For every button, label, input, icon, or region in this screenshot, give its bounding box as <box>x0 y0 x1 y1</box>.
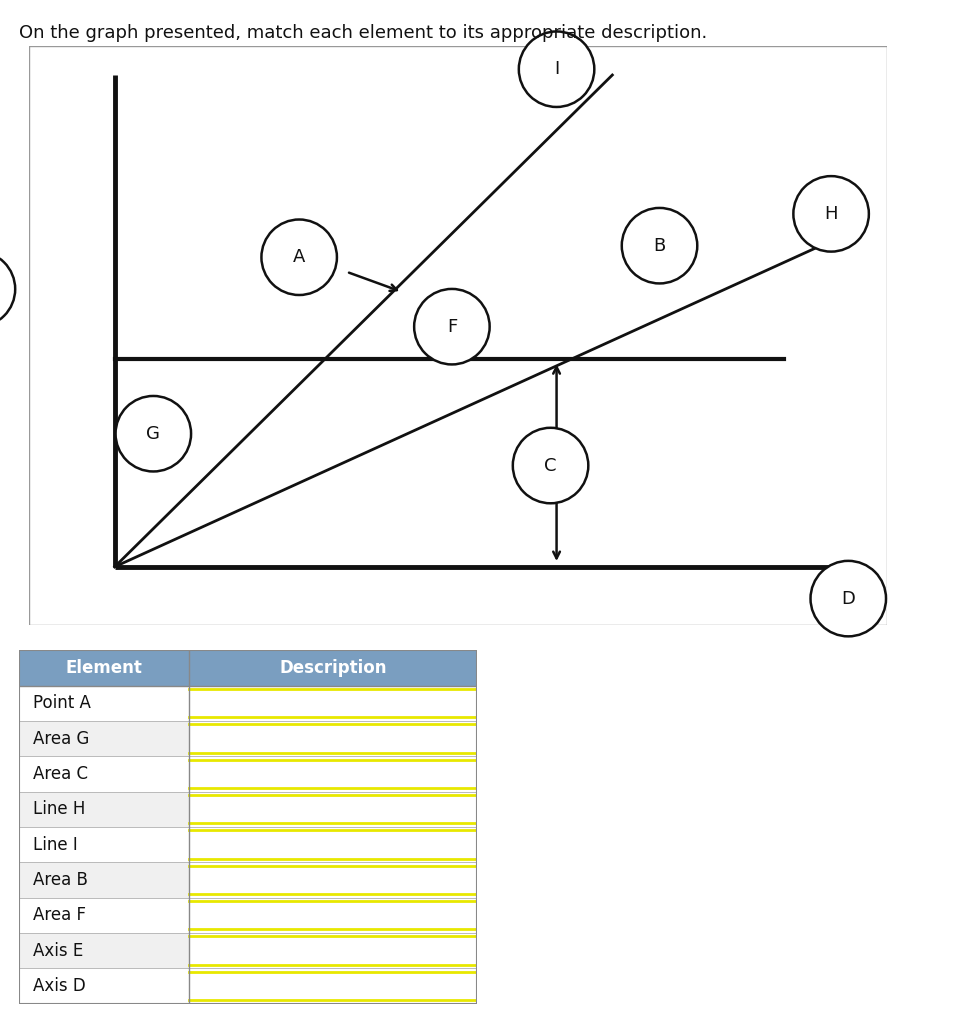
Ellipse shape <box>513 428 588 503</box>
Text: Element: Element <box>66 658 143 677</box>
Bar <box>189 756 477 792</box>
Text: Axis E: Axis E <box>33 941 83 959</box>
Bar <box>189 969 477 1004</box>
Bar <box>189 650 477 686</box>
Text: A: A <box>293 248 306 266</box>
Bar <box>19 686 189 721</box>
Text: Area F: Area F <box>33 906 86 925</box>
Ellipse shape <box>116 396 191 471</box>
Text: D: D <box>842 590 855 607</box>
Ellipse shape <box>0 251 15 327</box>
Bar <box>189 792 477 827</box>
Text: On the graph presented, match each element to its appropriate description.: On the graph presented, match each eleme… <box>19 24 708 42</box>
Text: Description: Description <box>280 658 387 677</box>
Bar <box>19 969 189 1004</box>
Bar <box>189 862 477 897</box>
Text: C: C <box>545 457 557 474</box>
Bar <box>19 827 189 862</box>
Text: Area C: Area C <box>33 765 88 783</box>
Bar <box>19 756 189 792</box>
Ellipse shape <box>519 32 595 106</box>
Text: Point A: Point A <box>33 694 91 713</box>
Text: Area G: Area G <box>33 729 90 748</box>
Ellipse shape <box>811 561 886 636</box>
Ellipse shape <box>415 289 490 365</box>
Bar <box>189 827 477 862</box>
Ellipse shape <box>622 208 697 284</box>
Text: Axis D: Axis D <box>33 977 86 995</box>
Bar <box>189 933 477 969</box>
Text: Area B: Area B <box>33 870 88 889</box>
Text: H: H <box>824 205 838 223</box>
Bar <box>19 897 189 933</box>
Bar <box>19 721 189 756</box>
Bar <box>189 686 477 721</box>
Text: Line H: Line H <box>33 800 86 818</box>
Text: G: G <box>147 425 160 442</box>
Bar <box>189 721 477 756</box>
Bar <box>19 862 189 897</box>
Ellipse shape <box>793 176 869 252</box>
Text: I: I <box>554 60 559 78</box>
Text: F: F <box>446 317 457 336</box>
Text: Line I: Line I <box>33 836 78 854</box>
Bar <box>19 792 189 827</box>
Text: B: B <box>654 237 666 255</box>
Bar <box>19 650 189 686</box>
Ellipse shape <box>261 219 337 295</box>
Bar <box>189 897 477 933</box>
Bar <box>19 933 189 969</box>
